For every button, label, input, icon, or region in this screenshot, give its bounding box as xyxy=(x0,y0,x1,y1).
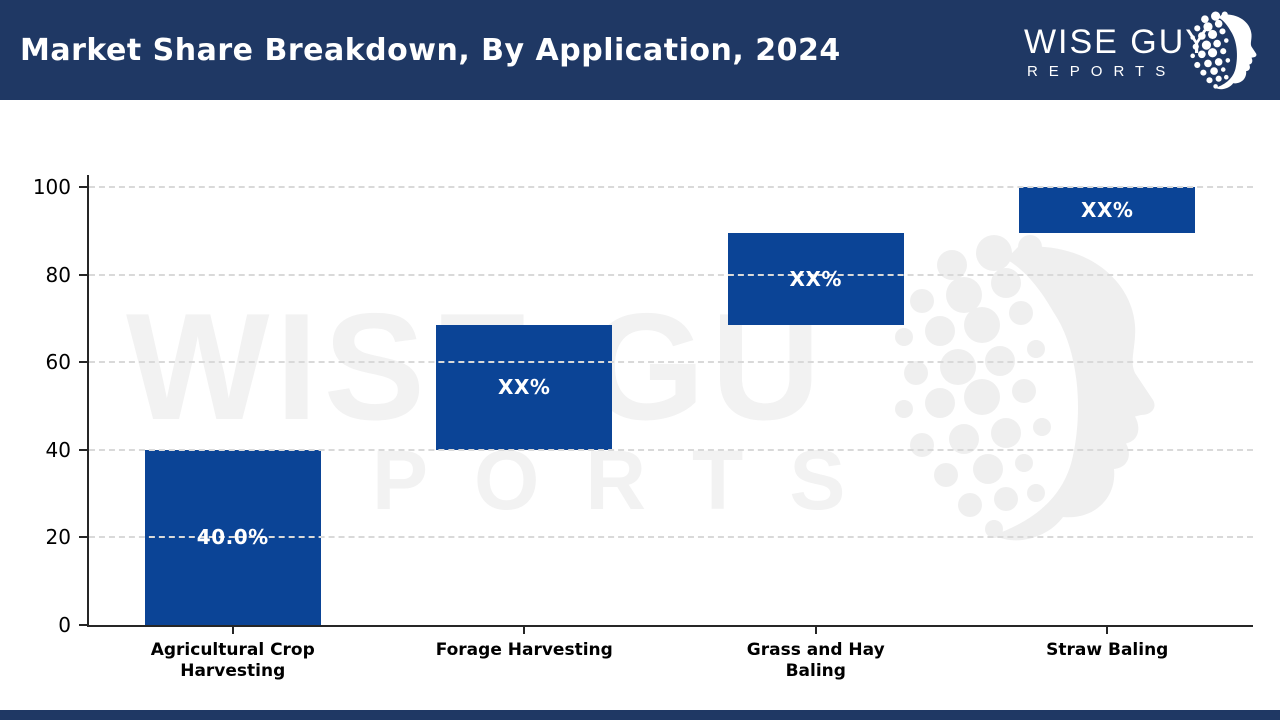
bar-segment xyxy=(436,324,613,450)
y-tick-mark xyxy=(79,448,87,451)
y-axis-line xyxy=(87,175,89,627)
bar-value-label: 40.0% xyxy=(196,525,269,550)
category-label: Grass and Hay Baling xyxy=(746,640,885,681)
x-tick-mark xyxy=(231,627,234,634)
gridline xyxy=(89,186,1253,188)
x-tick-mark xyxy=(814,627,817,634)
y-tick-label: 0 xyxy=(58,613,71,637)
bar-segment xyxy=(1019,187,1196,233)
y-tick-mark xyxy=(79,273,87,276)
gridline xyxy=(89,273,1253,276)
y-tick-label: 100 xyxy=(32,175,71,199)
category-label: Forage Harvesting xyxy=(435,640,613,660)
page-title: Market Share Breakdown, By Application, … xyxy=(20,32,841,68)
category-label: Straw Baling xyxy=(1046,640,1169,660)
category-label: Agricultural Crop Harvesting xyxy=(150,640,315,681)
gridline xyxy=(89,361,1253,364)
x-axis-line xyxy=(87,625,1253,627)
bar-value-label: XX% xyxy=(1081,197,1134,222)
gridline xyxy=(89,448,1253,451)
footer-bar xyxy=(0,710,1280,720)
y-tick-label: 40 xyxy=(45,437,71,462)
y-tick-mark xyxy=(79,536,87,539)
x-tick-mark xyxy=(1106,627,1109,634)
y-tick-mark xyxy=(79,624,87,626)
brand-logo: WISE GUY REPORTS xyxy=(1024,8,1266,96)
y-tick-label: 80 xyxy=(45,262,71,287)
brand-logo-line1: WISE GUY xyxy=(1023,23,1210,61)
y-tick-label: 60 xyxy=(45,350,71,375)
x-tick-mark xyxy=(523,627,526,634)
header-bar: Market Share Breakdown, By Application, … xyxy=(0,0,1280,100)
y-tick-label: 20 xyxy=(45,525,71,550)
bar-segment xyxy=(727,232,904,325)
y-tick-mark xyxy=(79,186,87,188)
gridline xyxy=(89,536,1253,539)
brand-logo-text: WISE GUY REPORTS xyxy=(1024,24,1210,80)
brand-logo-line2: REPORTS xyxy=(1026,63,1177,80)
bar-value-label: XX% xyxy=(789,266,842,291)
y-tick-mark xyxy=(79,361,87,364)
wiseguy-face-icon xyxy=(1190,11,1257,90)
bar-value-label: XX% xyxy=(498,375,551,400)
